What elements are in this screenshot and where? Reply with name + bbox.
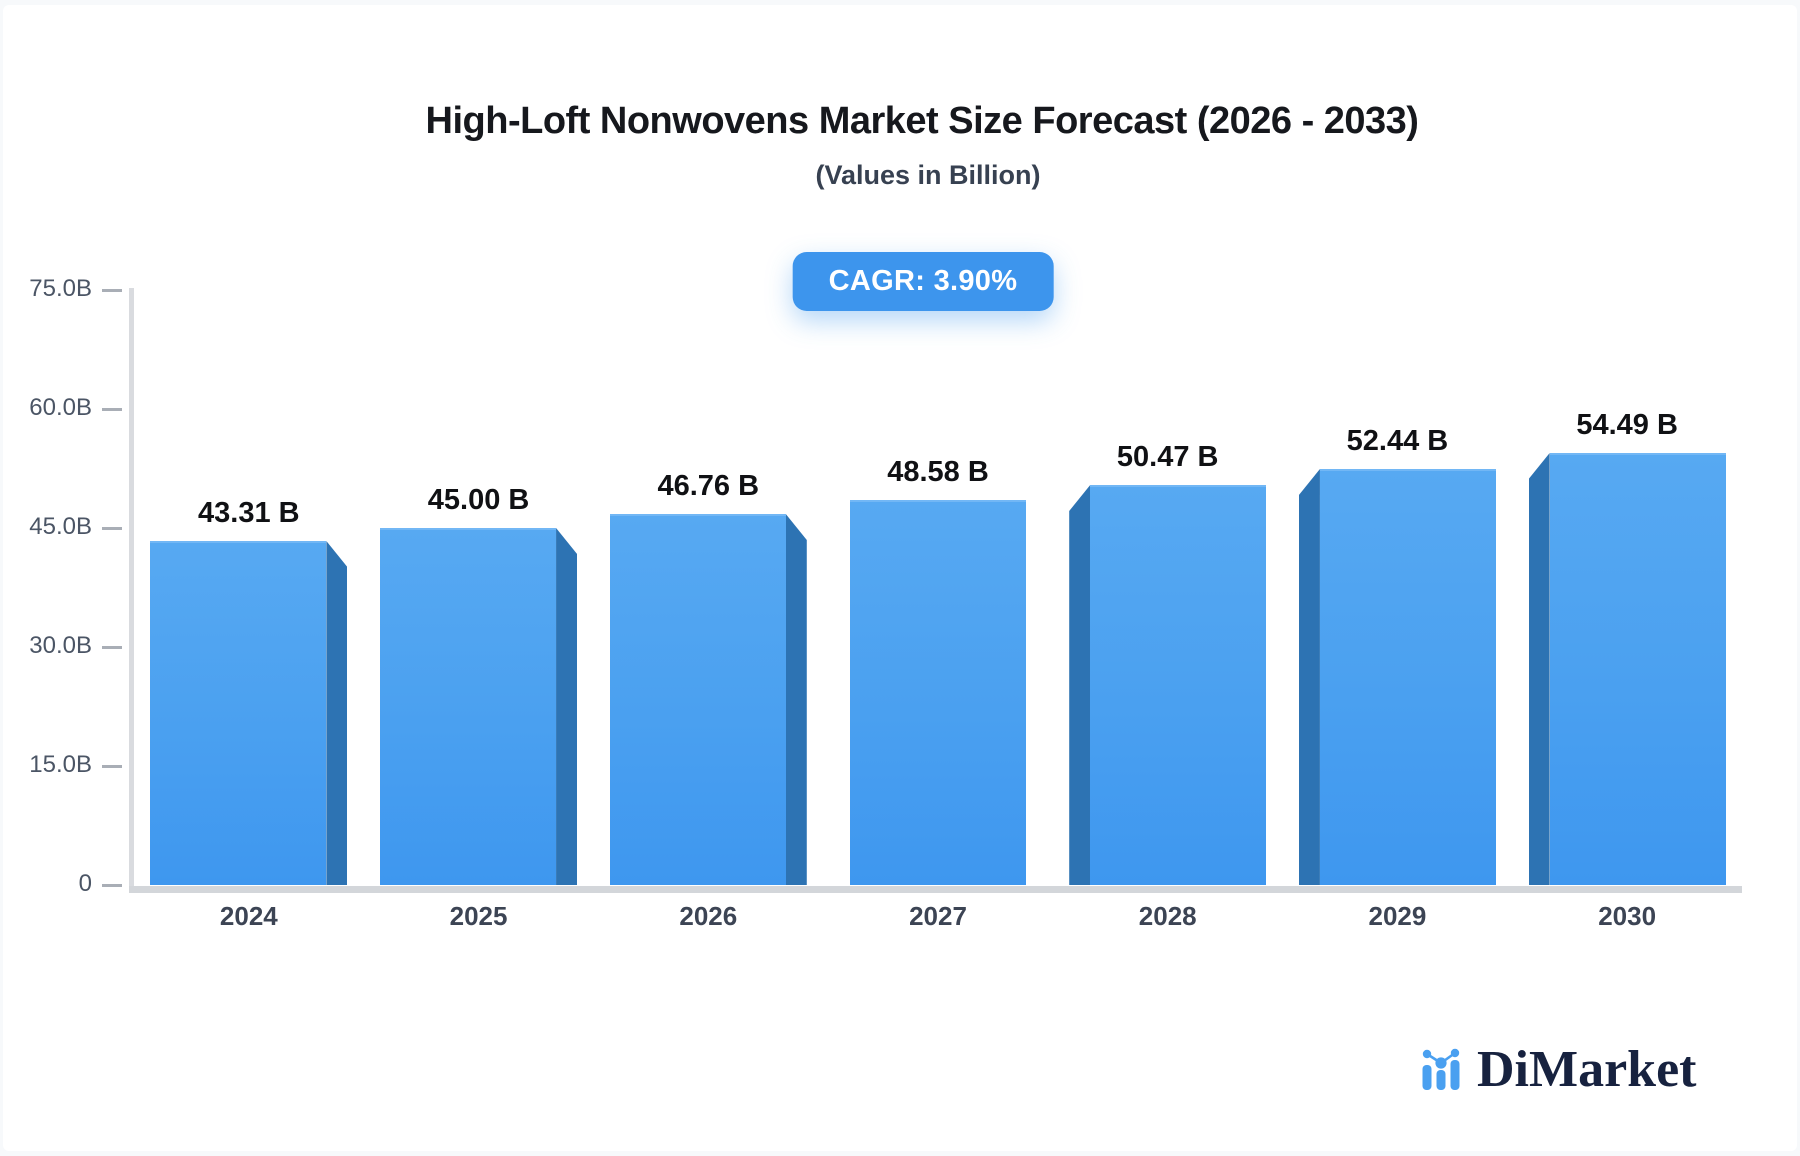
x-axis-label: 2024 [219, 901, 278, 931]
bar-side-face [556, 528, 578, 885]
bar-face [150, 541, 327, 885]
y-tick-mark [102, 527, 122, 530]
bar-face [1549, 453, 1726, 885]
dimarket-logo-text: DiMarket [1477, 1041, 1697, 1098]
chart-title: High-Loft Nonwovens Market Size Forecast… [425, 100, 1419, 142]
x-axis-label: 2025 [449, 901, 508, 931]
chart-subtitle: (Values in Billion) [815, 160, 1041, 190]
y-axis-line [129, 288, 134, 893]
bar-side-face [1298, 469, 1320, 885]
bar-2026 [609, 514, 807, 885]
bar-value-label: 46.76 B [657, 470, 760, 502]
bar-2024 [150, 541, 348, 885]
y-tick-mark [102, 884, 122, 887]
y-tick-label: 75.0B [29, 275, 92, 302]
y-tick-label: 15.0B [29, 751, 92, 778]
bar-2028 [1069, 485, 1267, 885]
dimarket-logo: DiMarket [1419, 1040, 1779, 1100]
bar-2030 [1528, 453, 1726, 885]
bar-side-face [785, 514, 807, 885]
dimarket-logo-icon [1422, 1048, 1460, 1090]
y-tick-mark [102, 765, 122, 768]
bar-value-label: 54.49 B [1576, 409, 1678, 441]
bar-value-label: 43.31 B [198, 497, 300, 529]
bar-2025 [380, 528, 578, 885]
y-tick-label: 45.0B [29, 513, 92, 540]
x-axis-label: 2026 [679, 901, 738, 931]
x-axis-baseline [129, 886, 1742, 893]
y-tick-label: 60.0B [29, 394, 92, 421]
x-axis-label: 2027 [909, 901, 967, 931]
y-tick-label: 30.0B [29, 632, 92, 659]
x-axis-label: 2028 [1138, 901, 1197, 931]
bar-face [1090, 485, 1267, 885]
x-axis-label: 2029 [1368, 901, 1427, 931]
x-axis-label: 2030 [1598, 901, 1657, 931]
bar-2029 [1298, 469, 1496, 885]
bar-face [850, 500, 1026, 885]
y-tick-label: 0 [78, 870, 92, 897]
bar-value-label: 48.58 B [887, 456, 989, 488]
y-tick-mark [102, 289, 122, 292]
y-tick-mark [102, 408, 122, 411]
bar-2027 [850, 500, 1026, 885]
bar-face [609, 514, 786, 885]
bar-value-label: 50.47 B [1116, 441, 1219, 473]
y-tick-mark [102, 646, 122, 649]
bar-face [380, 528, 557, 885]
bar-side-face [326, 541, 348, 885]
bar-side-face [1069, 485, 1091, 885]
bar-value-label: 52.44 B [1346, 425, 1449, 457]
cagr-badge: CAGR: 3.90% [792, 252, 1054, 311]
bar-face [1319, 469, 1496, 885]
bar-side-face [1528, 453, 1550, 885]
bar-value-label: 45.00 B [427, 484, 530, 516]
